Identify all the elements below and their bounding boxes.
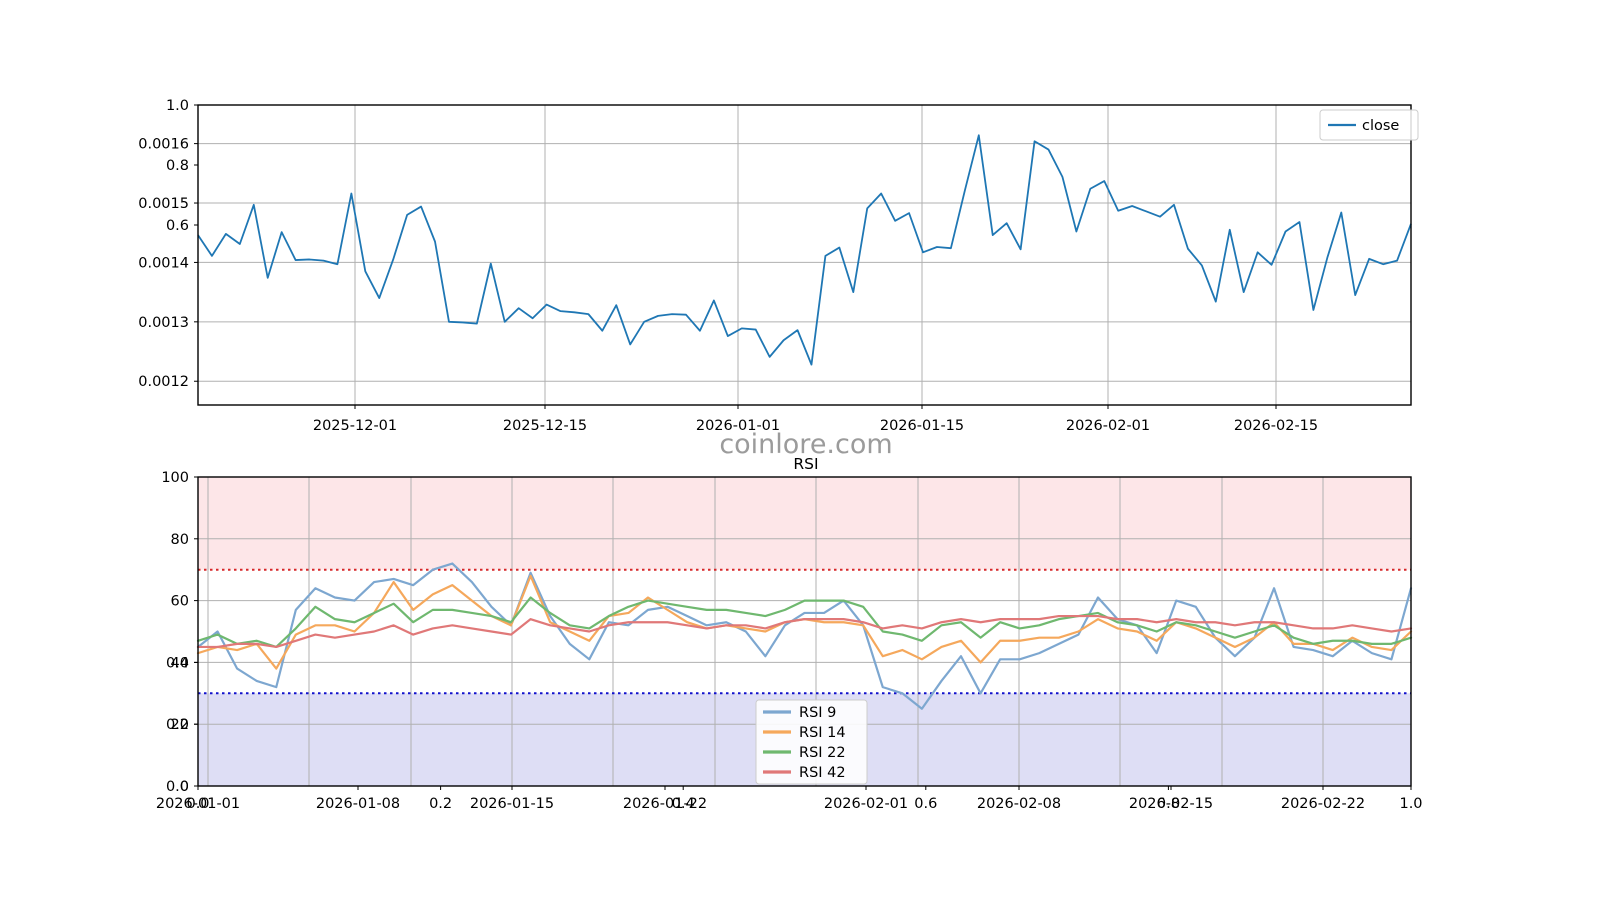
price-ghost-ytick-label: 0.6	[166, 218, 189, 234]
price-ghost-ytick-label: 1.0	[166, 98, 189, 114]
rsi-ytick-label: 80	[171, 532, 189, 548]
rsi-ghost-xtick-label: 1.0	[1399, 796, 1422, 812]
rsi-axes-frame	[197, 476, 1412, 787]
rsi-ghost-xtick-label: 0.0	[186, 796, 209, 812]
rsi-legend-label-rsi-9: RSI 9	[799, 705, 836, 721]
rsi-xtick-label: 2026-02-08	[977, 796, 1061, 812]
price-panel: 0.0012 0.0013 0.0014 0.0015 0.0016 0.6 0.8 1.0 2…	[138, 98, 1419, 434]
rsi-legend-label-rsi-14: RSI 14	[799, 725, 846, 741]
rsi-xtick-label: 2026-01-15	[470, 796, 554, 812]
rsi-legend: RSI 9 RSI 14 RSI 22 RSI 42	[755, 699, 868, 785]
rsi-xtick-label: 2026-01-08	[316, 796, 400, 812]
price-xtick-label: 2026-01-01	[696, 418, 780, 434]
rsi-ytick-label: 0	[180, 779, 189, 795]
watermark-text: coinlore.com	[719, 429, 892, 460]
rsi-line-rsi-22	[196, 596, 1413, 649]
rsi-legend-label-rsi-42: RSI 42	[799, 765, 846, 781]
rsi-xtick-label: 2026-01-01	[156, 796, 240, 812]
price-close-line	[197, 134, 1412, 366]
rsi-ghost-ytick-label: 0.2	[166, 717, 189, 733]
rsi-ghost-ytick-label: 0.4	[166, 655, 189, 671]
rsi-ytick-label: 20	[171, 717, 189, 733]
rsi-xtick-label: 2026-02-15	[1129, 796, 1213, 812]
rsi-ytick-label: 40	[171, 655, 189, 671]
price-axes-frame	[197, 104, 1412, 406]
price-xtick-label: 2026-01-15	[880, 418, 964, 434]
rsi-ytick-label: 100	[161, 470, 189, 486]
price-ytick-label: 0.0013	[138, 315, 189, 331]
rsi-line-rsi-9	[196, 562, 1413, 710]
rsi-panel: 0 20 40 60 80 100 0.0 0.2 0.4 2026-01-01 2026-01-0…	[156, 470, 1423, 812]
rsi-legend-box	[755, 699, 868, 785]
rsi-ghost-xtick-label: 0.8	[1157, 796, 1180, 812]
rsi-xtick-label: 2026-01-22	[623, 796, 707, 812]
price-ytick-label: 0.0012	[138, 374, 189, 390]
price-legend: close	[1319, 109, 1419, 141]
price-legend-label-close: close	[1362, 118, 1399, 134]
rsi-xtick-label: 2026-02-22	[1281, 796, 1365, 812]
price-xtick-label: 2026-02-01	[1066, 418, 1150, 434]
rsi-overbought-band	[198, 477, 1411, 570]
rsi-panel-title: RSI	[793, 455, 818, 473]
price-ytick-label: 0.0014	[138, 255, 189, 271]
rsi-ghost-xtick-label: 0.2	[429, 796, 452, 812]
rsi-ghost-xtick-label: 0.6	[914, 796, 937, 812]
rsi-legend-label-rsi-22: RSI 22	[799, 745, 846, 761]
price-xtick-label: 2026-02-15	[1234, 418, 1318, 434]
rsi-ghost-ytick-label: 0.0	[166, 779, 189, 795]
rsi-ytick-label: 60	[171, 594, 189, 610]
price-legend-box	[1319, 109, 1419, 141]
price-ghost-ytick-label: 0.8	[166, 158, 189, 174]
price-xtick-label: 2025-12-15	[503, 418, 587, 434]
rsi-xtick-label: 2026-02-01	[824, 796, 908, 812]
price-ytick-label: 0.0015	[138, 196, 189, 212]
price-xtick-label: 2025-12-01	[313, 418, 397, 434]
price-ytick-label: 0.0016	[138, 137, 189, 153]
rsi-ghost-xtick-label: 0.4	[672, 796, 695, 812]
price-plot-background	[198, 105, 1411, 405]
rsi-line-rsi-42	[196, 614, 1413, 649]
